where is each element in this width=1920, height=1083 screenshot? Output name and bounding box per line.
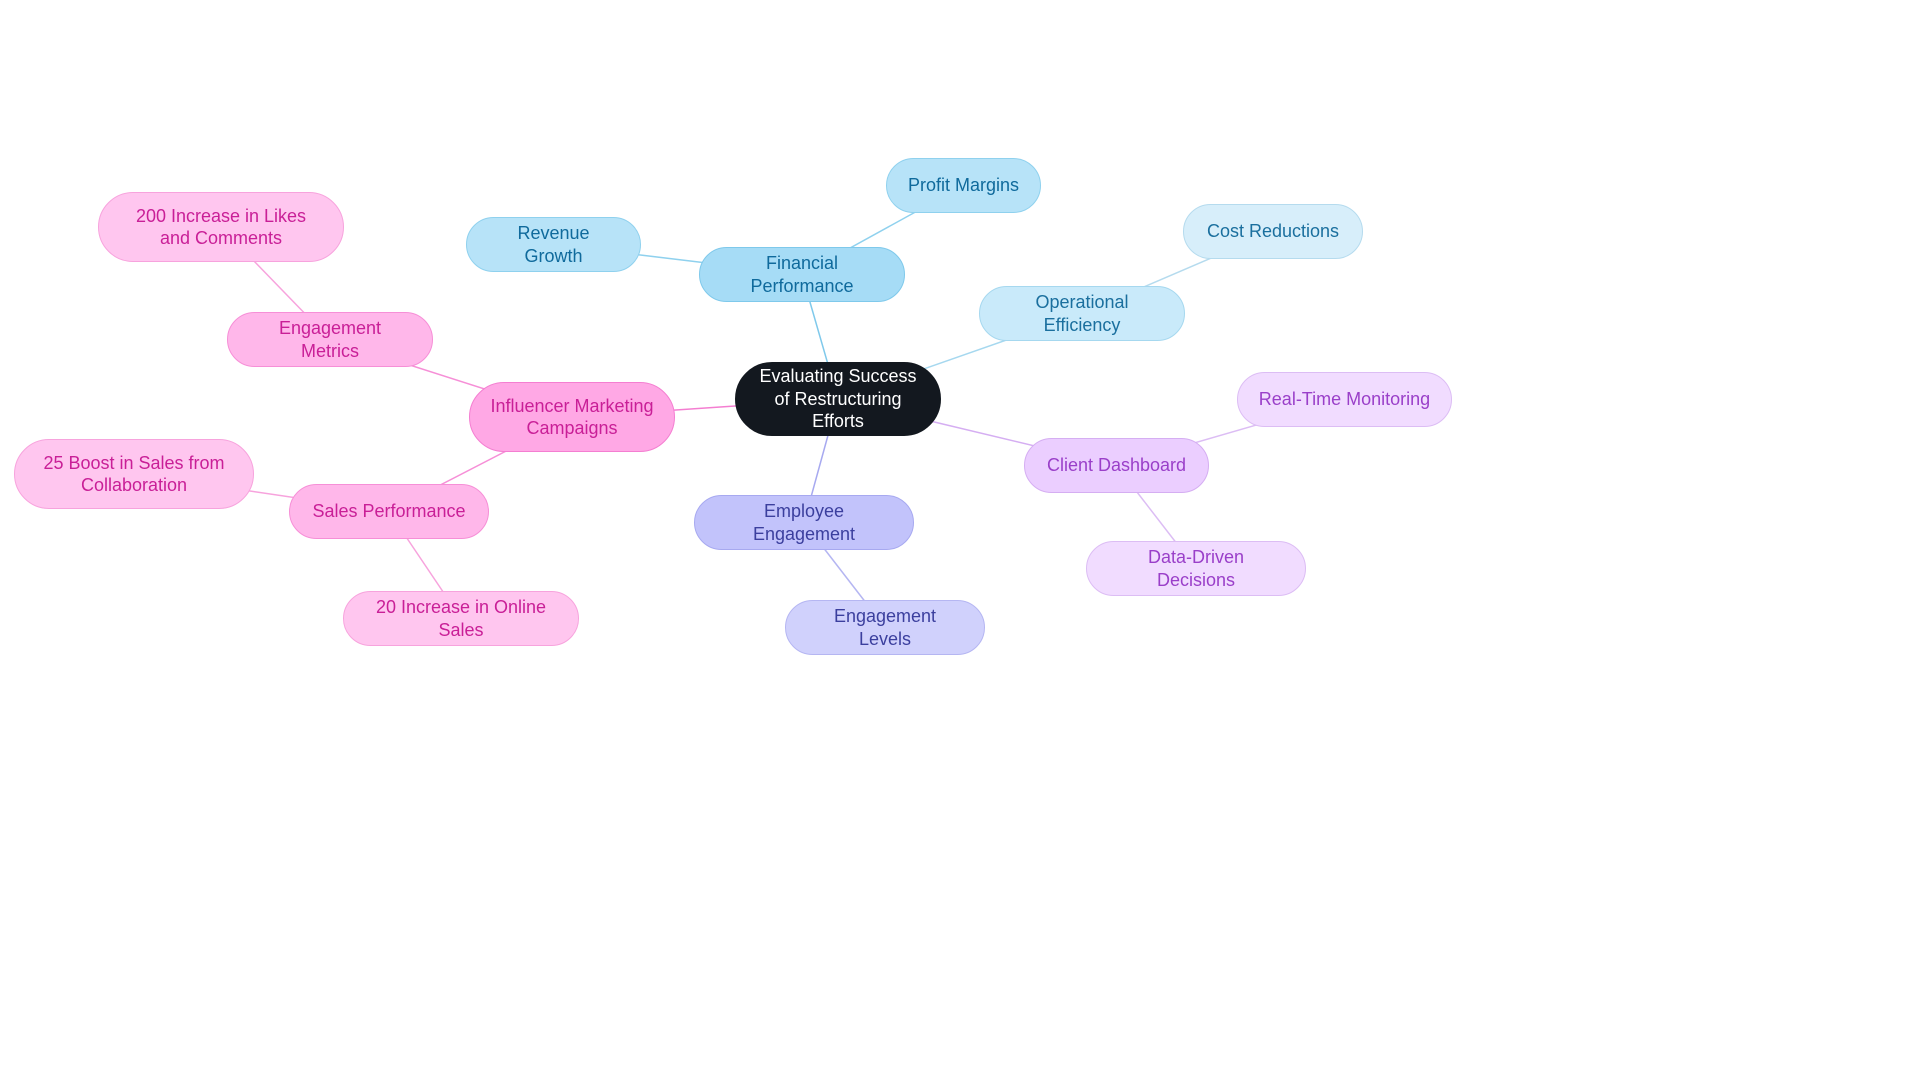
node-label: Financial Performance <box>720 252 884 297</box>
node-ops[interactable]: Operational Efficiency <box>979 286 1185 341</box>
node-likes[interactable]: 200 Increase in Likes and Comments <box>98 192 344 262</box>
node-ddd[interactable]: Data-Driven Decisions <box>1086 541 1306 596</box>
node-label: Evaluating Success of Restructuring Effo… <box>756 365 920 433</box>
node-label: 200 Increase in Likes and Comments <box>119 205 323 250</box>
node-label: Influencer Marketing Campaigns <box>490 395 654 440</box>
node-profit[interactable]: Profit Margins <box>886 158 1041 213</box>
node-label: Engagement Levels <box>806 605 964 650</box>
node-label: Operational Efficiency <box>1000 291 1164 336</box>
node-label: 25 Boost in Sales from Collaboration <box>35 452 233 497</box>
node-label: Revenue Growth <box>487 222 620 267</box>
node-label: Employee Engagement <box>715 500 893 545</box>
node-label: Sales Performance <box>312 500 465 523</box>
node-label: Profit Margins <box>908 174 1019 197</box>
node-root[interactable]: Evaluating Success of Restructuring Effo… <box>735 362 941 436</box>
node-engm[interactable]: Engagement Metrics <box>227 312 433 367</box>
node-dash[interactable]: Client Dashboard <box>1024 438 1209 493</box>
node-fin[interactable]: Financial Performance <box>699 247 905 302</box>
node-label: Client Dashboard <box>1047 454 1186 477</box>
node-label: Cost Reductions <box>1207 220 1339 243</box>
node-emp[interactable]: Employee Engagement <box>694 495 914 550</box>
node-inf[interactable]: Influencer Marketing Campaigns <box>469 382 675 452</box>
node-label: Engagement Metrics <box>248 317 412 362</box>
node-online[interactable]: 20 Increase in Online Sales <box>343 591 579 646</box>
node-engl[interactable]: Engagement Levels <box>785 600 985 655</box>
node-boost[interactable]: 25 Boost in Sales from Collaboration <box>14 439 254 509</box>
node-label: Data-Driven Decisions <box>1107 546 1285 591</box>
node-rev[interactable]: Revenue Growth <box>466 217 641 272</box>
node-label: 20 Increase in Online Sales <box>364 596 558 641</box>
node-sales[interactable]: Sales Performance <box>289 484 489 539</box>
node-label: Real-Time Monitoring <box>1259 388 1430 411</box>
node-monitor[interactable]: Real-Time Monitoring <box>1237 372 1452 427</box>
mindmap-canvas: Evaluating Success of Restructuring Effo… <box>0 0 1920 1083</box>
node-cost[interactable]: Cost Reductions <box>1183 204 1363 259</box>
